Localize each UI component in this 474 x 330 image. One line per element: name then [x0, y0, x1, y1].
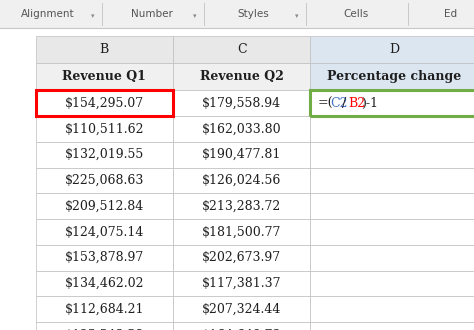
Text: ▾: ▾: [294, 13, 298, 19]
Text: ▾: ▾: [91, 13, 94, 19]
Text: C2: C2: [330, 97, 347, 110]
Text: $117,381.37: $117,381.37: [202, 277, 282, 290]
Text: B2: B2: [348, 97, 365, 110]
Bar: [310, 116, 474, 142]
Bar: [36, 322, 173, 330]
Bar: [310, 63, 474, 90]
Text: $154,295.07: $154,295.07: [65, 97, 144, 110]
Text: $179,558.94: $179,558.94: [202, 97, 281, 110]
Text: Percentage change: Percentage change: [328, 70, 462, 83]
Text: $209,512.84: $209,512.84: [64, 200, 144, 213]
Text: ▾: ▾: [192, 13, 196, 19]
Text: $181,500.77: $181,500.77: [202, 225, 282, 239]
Bar: [310, 245, 474, 271]
Bar: [36, 90, 173, 116]
Text: $126,024.56: $126,024.56: [202, 174, 282, 187]
Text: $125,543.58: $125,543.58: [64, 328, 144, 330]
Text: $190,477.81: $190,477.81: [202, 148, 282, 161]
Text: /: /: [342, 97, 346, 110]
Text: Number: Number: [131, 9, 173, 19]
Text: $225,068.63: $225,068.63: [64, 174, 144, 187]
Bar: [310, 219, 474, 245]
Bar: [173, 90, 310, 116]
Bar: [36, 219, 173, 245]
Bar: [36, 90, 173, 116]
Bar: [173, 322, 310, 330]
Text: $207,324.44: $207,324.44: [202, 303, 282, 316]
Bar: [310, 271, 474, 296]
Text: =(: =(: [318, 97, 333, 110]
Bar: [173, 193, 310, 219]
Bar: [310, 90, 474, 116]
Text: $213,283.72: $213,283.72: [202, 200, 282, 213]
Bar: [173, 168, 310, 193]
Bar: [36, 63, 173, 90]
Text: Ed: Ed: [444, 9, 457, 19]
Bar: [173, 116, 310, 142]
Bar: [173, 245, 310, 271]
Bar: [36, 245, 173, 271]
Text: $112,684.21: $112,684.21: [64, 303, 144, 316]
Bar: [173, 271, 310, 296]
Bar: [310, 193, 474, 219]
Text: $164,649.73: $164,649.73: [202, 328, 282, 330]
Bar: [310, 142, 474, 168]
Bar: [173, 142, 310, 168]
Text: D: D: [390, 43, 400, 56]
Bar: [173, 219, 310, 245]
Text: $110,511.62: $110,511.62: [64, 122, 144, 136]
Bar: [36, 168, 173, 193]
Text: $124,075.14: $124,075.14: [64, 225, 144, 239]
Text: Styles: Styles: [238, 9, 269, 19]
Text: $202,673.97: $202,673.97: [202, 251, 281, 264]
Bar: [310, 296, 474, 322]
Bar: [310, 168, 474, 193]
Text: $162,033.80: $162,033.80: [202, 122, 282, 136]
Bar: [0, 0, 474, 28]
Bar: [36, 36, 173, 63]
Bar: [173, 36, 310, 63]
Text: $134,462.02: $134,462.02: [64, 277, 144, 290]
Text: $132,019.55: $132,019.55: [64, 148, 144, 161]
Text: C: C: [237, 43, 246, 56]
Bar: [310, 90, 474, 116]
Text: Cells: Cells: [343, 9, 368, 19]
Bar: [36, 271, 173, 296]
Bar: [36, 142, 173, 168]
Bar: [173, 63, 310, 90]
Text: Revenue Q2: Revenue Q2: [200, 70, 283, 83]
Bar: [310, 322, 474, 330]
Text: Revenue Q1: Revenue Q1: [63, 70, 146, 83]
Bar: [310, 36, 474, 63]
Text: $153,878.97: $153,878.97: [64, 251, 144, 264]
Text: B: B: [100, 43, 109, 56]
Bar: [36, 116, 173, 142]
Bar: [36, 296, 173, 322]
Bar: [173, 296, 310, 322]
Text: )-1: )-1: [361, 97, 378, 110]
Text: Alignment: Alignment: [20, 9, 74, 19]
Bar: [0, 28, 474, 36]
Bar: [36, 193, 173, 219]
